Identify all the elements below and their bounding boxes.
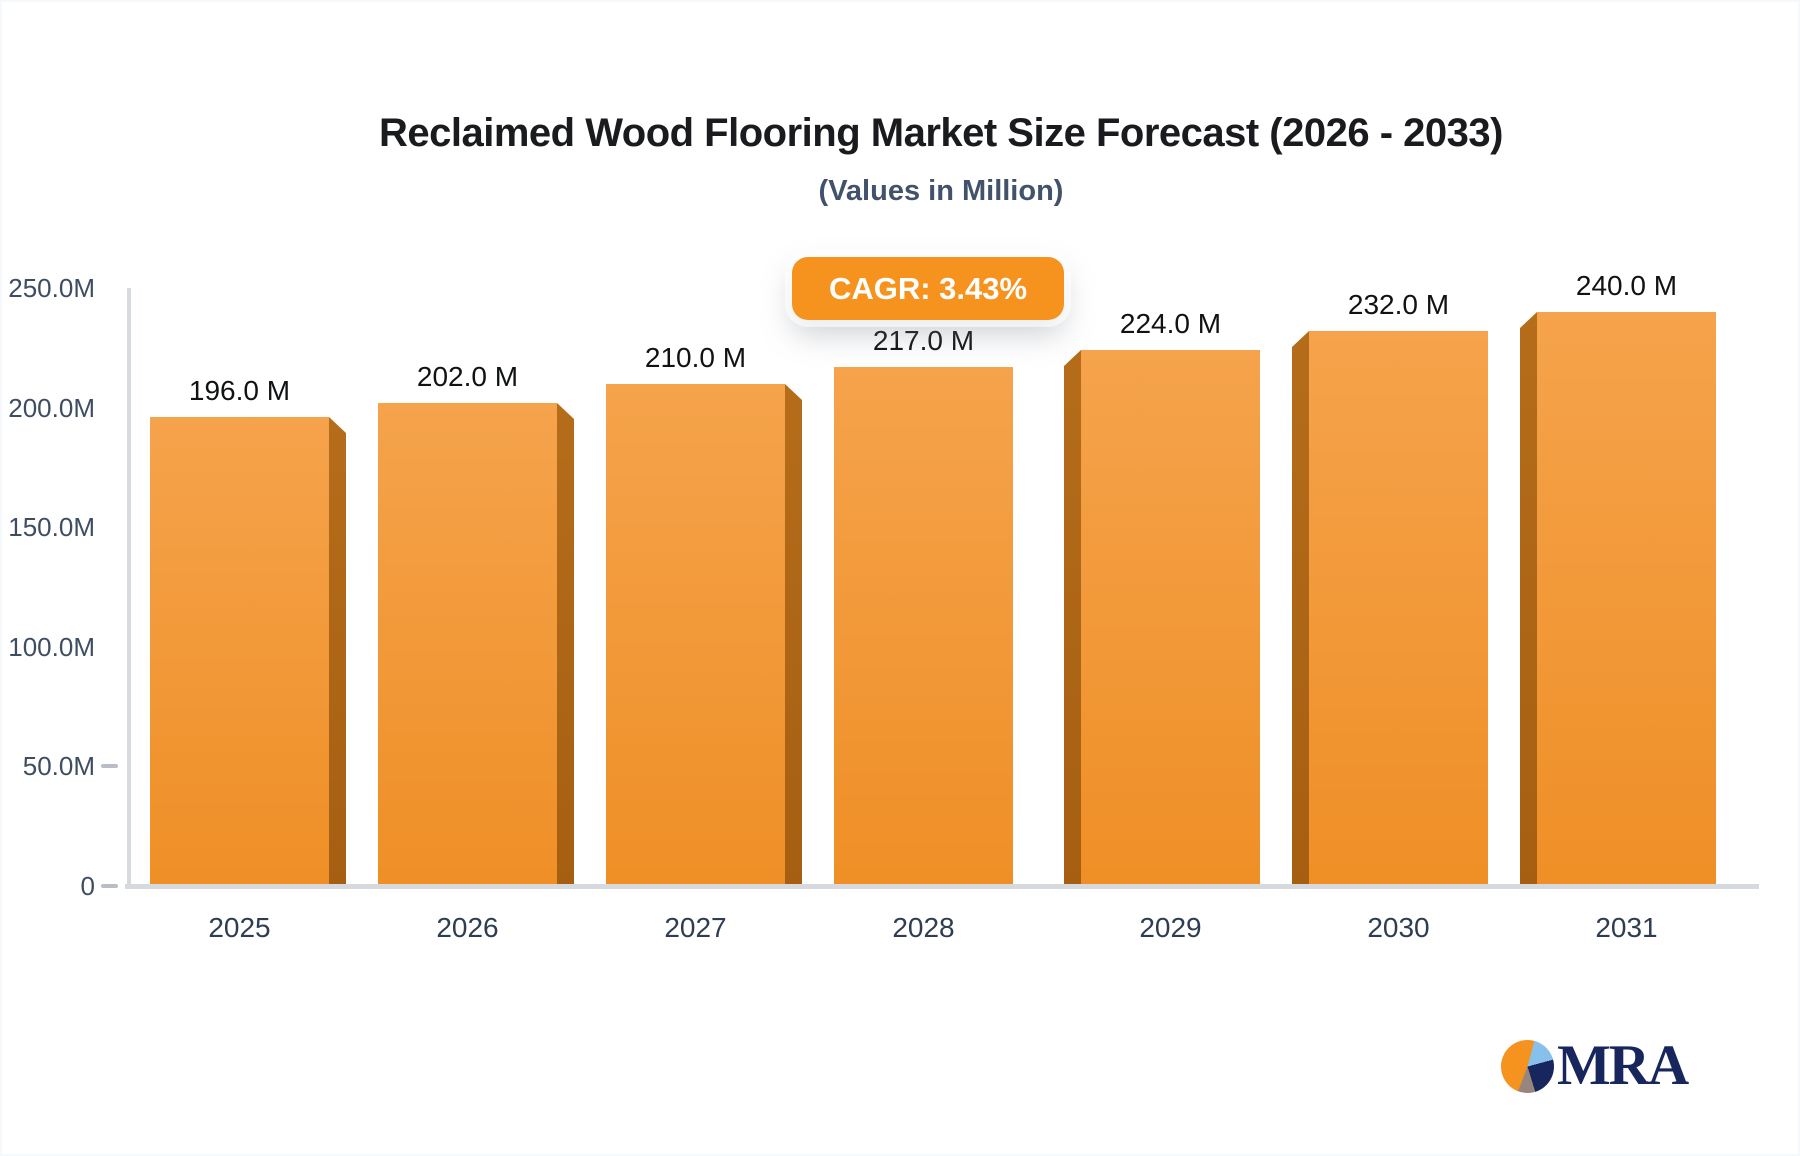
bar-value-label: 196.0 M xyxy=(188,375,291,406)
y-axis-label: 200.0M xyxy=(8,392,95,423)
bar-value-label: 202.0 M xyxy=(416,361,519,392)
bar-value-label: 210.0 M xyxy=(644,342,747,373)
brand-logo: MRA xyxy=(1501,1034,1689,1097)
y-axis-label: 150.0M xyxy=(8,512,95,543)
bar-2030 xyxy=(1309,331,1488,886)
bar-2028 xyxy=(834,367,1013,886)
x-axis-label: 2030 xyxy=(1367,912,1430,943)
y-axis: 250.0M 200.0M 150.0M 100.0M 50.0M 0 xyxy=(0,274,95,900)
bar-3d-side xyxy=(1292,331,1309,886)
chart-title: Reclaimed Wood Flooring Market Size Fore… xyxy=(379,111,1503,155)
cagr-badge: CAGR: 3.43% xyxy=(792,257,1064,320)
bar-2031 xyxy=(1537,312,1716,886)
bar-3d-side xyxy=(1520,312,1537,886)
bar-3d-side xyxy=(785,384,802,886)
bar-3d-side xyxy=(557,403,574,886)
x-axis-label: 2027 xyxy=(664,912,727,943)
brand-logo-text: MRA xyxy=(1557,1034,1689,1097)
bar-value-label: 232.0 M xyxy=(1347,289,1450,320)
y-axis-label: 50.0M xyxy=(22,751,95,782)
chart-subtitle: (Values in Million) xyxy=(818,175,1064,207)
bar-2026 xyxy=(378,403,557,886)
y-axis-tick xyxy=(101,884,118,888)
x-axis-label: 2026 xyxy=(436,912,499,943)
y-axis-label: 100.0M xyxy=(8,631,95,662)
pie-chart-logo-icon xyxy=(1501,1039,1554,1093)
y-axis-tick xyxy=(101,764,118,769)
bar-value-label: 224.0 M xyxy=(1119,308,1222,339)
bar-2025 xyxy=(150,417,329,886)
bar-3d-side xyxy=(1064,350,1081,886)
x-axis: 2025 2026 2027 2028 2029 2030 2031 xyxy=(131,912,1757,946)
bar-value-label: 217.0 M xyxy=(872,325,975,356)
y-axis-label: 0 xyxy=(80,871,95,901)
bar-2027 xyxy=(606,384,785,886)
x-axis-label: 2031 xyxy=(1595,912,1658,943)
y-axis-label: 250.0M xyxy=(8,273,95,303)
x-axis-label: 2028 xyxy=(892,912,955,943)
plot-area: 196.0 M 202.0 M 210.0 M 217.0 M 224.0 M 232.0… xyxy=(125,270,1759,889)
x-axis-label: 2025 xyxy=(208,912,271,943)
bar-2029 xyxy=(1081,350,1260,886)
bar-3d-side xyxy=(329,417,346,886)
bar-value-label: 240.0 M xyxy=(1575,270,1678,301)
x-axis-label: 2029 xyxy=(1139,912,1202,943)
chart-header: Reclaimed Wood Flooring Market Size Fore… xyxy=(80,108,1800,208)
